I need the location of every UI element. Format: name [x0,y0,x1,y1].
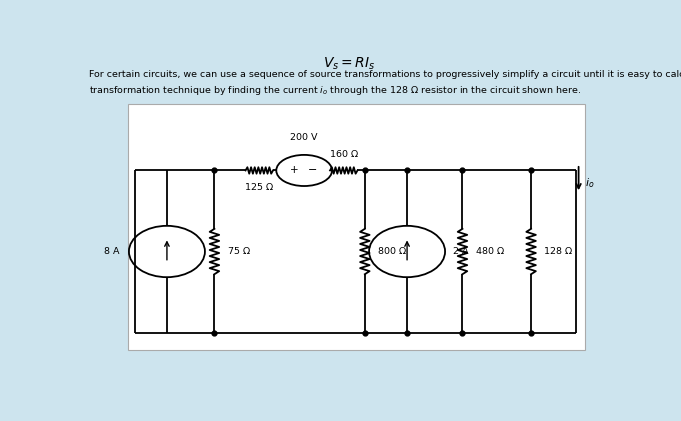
Text: +: + [290,165,299,176]
Text: −: − [308,165,318,176]
Text: $i_o$: $i_o$ [585,176,595,190]
Text: $V_s = RI_s$: $V_s = RI_s$ [323,56,375,72]
Text: 160 Ω: 160 Ω [330,150,358,159]
Text: 800 Ω: 800 Ω [378,247,407,256]
Text: transformation technique by finding the current $i_o$ through the 128 Ω resistor: transformation technique by finding the … [89,84,582,96]
Text: 128 Ω: 128 Ω [544,247,573,256]
Text: 200 V: 200 V [290,133,318,142]
Text: 8 A: 8 A [104,247,119,256]
FancyBboxPatch shape [129,104,585,350]
Text: 480 Ω: 480 Ω [475,247,504,256]
Text: 75 Ω: 75 Ω [227,247,250,256]
Text: For certain circuits, we can use a sequence of source transformations to progres: For certain circuits, we can use a seque… [89,70,681,79]
Text: 125 Ω: 125 Ω [245,183,273,192]
Text: 2 A: 2 A [453,247,469,256]
